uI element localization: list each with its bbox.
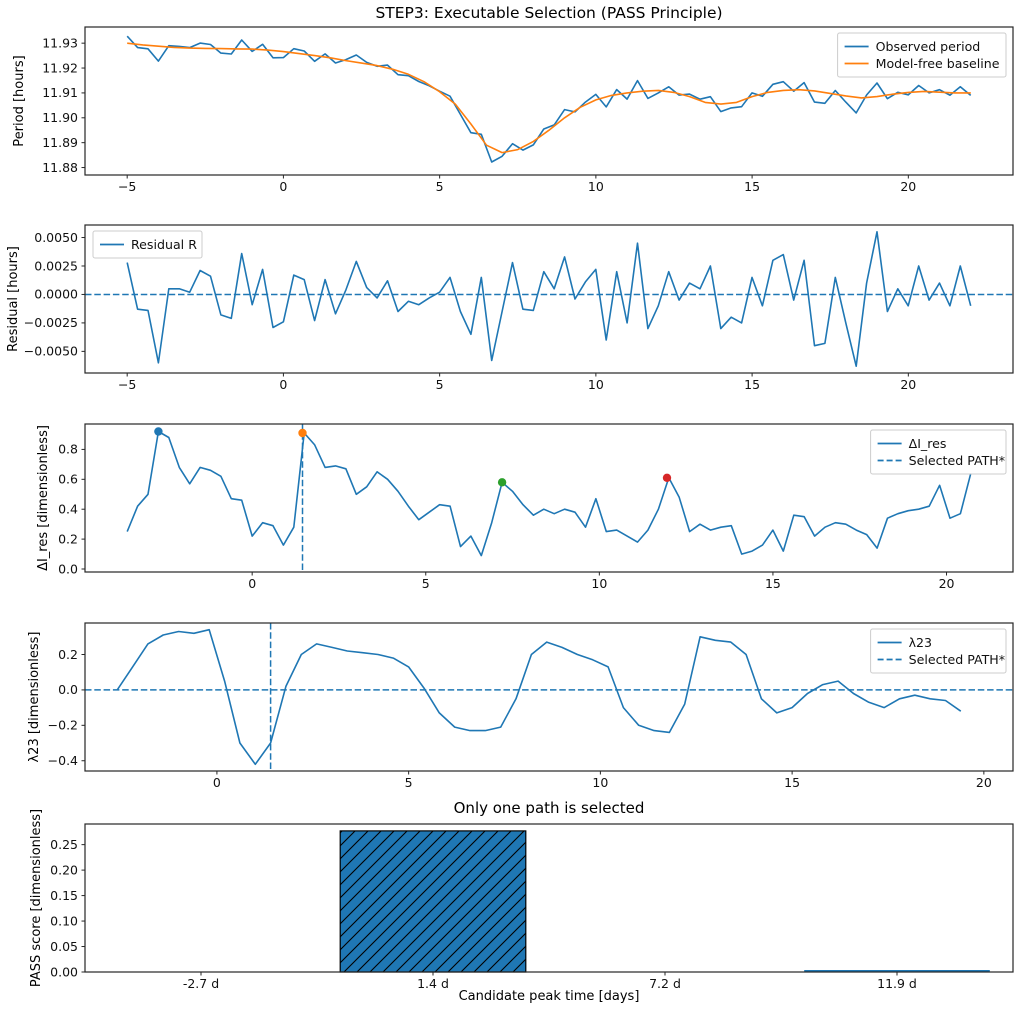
- axes-frame: [84, 423, 1014, 573]
- panel-period-chart: −5 0 5 10 15 20 11.88 11.89 11.90 11.91 11.92 11.93…: [0, 0, 1024, 199]
- panel-delta-svg: 0 5 10 15 20 0.0 0.2 0.4 0.6 0.8 ΔI_res Selected PA…: [58, 423, 1014, 591]
- legend-label: Selected PATH*: [909, 652, 1005, 667]
- y-tick-label: 11.89: [42, 135, 78, 150]
- x-tick-label: 20: [939, 576, 955, 591]
- x-tick-label: 20: [900, 377, 916, 392]
- x-tick-label: 10: [592, 775, 608, 790]
- legend-label: λ23: [909, 635, 932, 650]
- x-tick-label: 20: [976, 775, 992, 790]
- y-tick-label: 0.0025: [34, 258, 78, 273]
- category-tick-label: 7.2 d: [649, 976, 681, 991]
- x-tick-label: 0: [248, 576, 256, 591]
- x-tick-label: 5: [405, 775, 413, 790]
- peak-marker: [497, 478, 507, 487]
- panel-residual-chart: −5 0 5 10 15 20 −0.0050 −0.0025 0.0000 0.0025 0.00…: [0, 199, 1024, 398]
- observed-period-line: [126, 35, 972, 163]
- x-tick-label: 20: [900, 179, 916, 194]
- y-tick-label: 0.10: [50, 913, 78, 928]
- peak-marker: [154, 427, 163, 436]
- legend-label: ΔI_res: [909, 436, 947, 451]
- y-tick-label: 0.8: [58, 442, 78, 457]
- x-tick-label: 10: [591, 576, 607, 591]
- panel-delta-i-chart: 0 5 10 15 20 0.0 0.2 0.4 0.6 0.8 ΔI_res Selected PA…: [0, 398, 1024, 597]
- y-tick-label: −0.2: [48, 718, 78, 733]
- delta-i-res-line: [126, 430, 972, 557]
- pass-panel-title: Only one path is selected: [453, 799, 645, 817]
- y-tick-label: 11.90: [42, 110, 78, 125]
- x-tick-label: 0: [279, 377, 287, 392]
- y-tick-label: 0.2: [58, 647, 78, 662]
- x-tick-label: 0: [213, 775, 221, 790]
- model-free-baseline-line: [127, 42, 971, 154]
- x-tick-label: 5: [436, 179, 444, 194]
- residual-y-axis-label: Residual [hours]: [6, 246, 21, 352]
- category-tick-label: -2.7 d: [183, 976, 219, 991]
- y-tick-label: 11.91: [42, 85, 78, 100]
- y-tick-label: 0.0000: [34, 287, 78, 302]
- y-tick-label: −0.0025: [24, 315, 78, 330]
- panel-period-svg: −5 0 5 10 15 20 11.88 11.89 11.90 11.91 11.92 11.93…: [42, 26, 1014, 194]
- x-tick-label: 5: [422, 576, 430, 591]
- y-tick-label: 0.2: [58, 531, 78, 546]
- x-tick-label: 0: [279, 179, 287, 194]
- x-tick-label: 10: [588, 179, 604, 194]
- axes-frame: [84, 224, 1014, 374]
- panel-pass-svg: -2.7 d 1.4 d 7.2 d 11.9 d 0.00 0.05 0.10 0.15 0.…: [50, 823, 1014, 991]
- legend: Observed period Model-free baseline: [837, 32, 1007, 78]
- legend: ΔI_res Selected PATH*: [870, 429, 1007, 475]
- y-tick-label: −0.0050: [24, 344, 78, 359]
- y-tick-label: 0.05: [50, 939, 78, 954]
- y-tick-label: 0.25: [50, 837, 78, 852]
- category-tick-label: 1.4 d: [417, 976, 449, 991]
- lambda23-line: [116, 628, 962, 766]
- panel-lambda-svg: 0 5 10 15 20 −0.4 −0.2 0.0 0.2 λ23 Selected PATH*: [48, 622, 1014, 790]
- peak-marker: [662, 473, 672, 482]
- y-tick-label: 0.0: [58, 682, 78, 697]
- x-tick-label: −5: [118, 179, 136, 194]
- residual-line: [126, 230, 972, 367]
- legend-label: Observed period: [876, 39, 981, 54]
- legend: Residual R: [92, 230, 203, 259]
- bar-selected-hatch: [339, 830, 527, 973]
- y-tick-label: 0.4: [58, 502, 78, 517]
- legend-label: Selected PATH*: [909, 453, 1005, 468]
- y-tick-label: 11.88: [42, 160, 78, 175]
- y-tick-label: 0.20: [50, 862, 78, 877]
- y-tick-label: 0.0050: [34, 230, 78, 245]
- axes-frame: [84, 26, 1014, 176]
- x-tick-label: 15: [744, 377, 760, 392]
- candidate-peak-time-x-axis-label: Candidate peak time [days]: [458, 989, 640, 1004]
- y-tick-label: 0.6: [58, 472, 78, 487]
- panel-pass-score-chart: -2.7 d 1.4 d 7.2 d 11.9 d 0.00 0.05 0.10 0.15 0.…: [0, 796, 1024, 1017]
- y-tick-label: 11.93: [42, 35, 78, 50]
- x-tick-label: 15: [765, 576, 781, 591]
- category-tick-label: 11.9 d: [877, 976, 917, 991]
- panel-residual-svg: −5 0 5 10 15 20 −0.0050 −0.0025 0.0000 0.0025 0.00…: [24, 224, 1014, 392]
- legend-label: Residual R: [131, 237, 197, 252]
- x-tick-label: −5: [118, 377, 136, 392]
- y-tick-label: 0.0: [58, 561, 78, 576]
- bar: [804, 970, 990, 972]
- peak-marker: [298, 428, 307, 438]
- legend-label: Model-free baseline: [876, 56, 1000, 71]
- y-tick-label: 0.15: [50, 888, 78, 903]
- y-tick-label: −0.4: [48, 753, 78, 768]
- x-tick-label: 15: [744, 179, 760, 194]
- axes-frame: [84, 823, 1014, 973]
- legend: λ23 Selected PATH*: [870, 628, 1007, 674]
- y-tick-label: 11.92: [42, 60, 78, 75]
- pass-score-y-axis-label: PASS score [dimensionless]: [29, 808, 44, 988]
- x-tick-label: 5: [436, 377, 444, 392]
- x-tick-label: 15: [784, 775, 800, 790]
- figure-title: STEP3: Executable Selection (PASS Princi…: [375, 4, 723, 22]
- y-tick-label: 0.00: [50, 964, 78, 979]
- x-tick-label: 10: [588, 377, 604, 392]
- axes-frame: [84, 622, 1014, 772]
- panel-lambda23-chart: 0 5 10 15 20 −0.4 −0.2 0.0 0.2 λ23 Selected PATH*: [0, 597, 1024, 796]
